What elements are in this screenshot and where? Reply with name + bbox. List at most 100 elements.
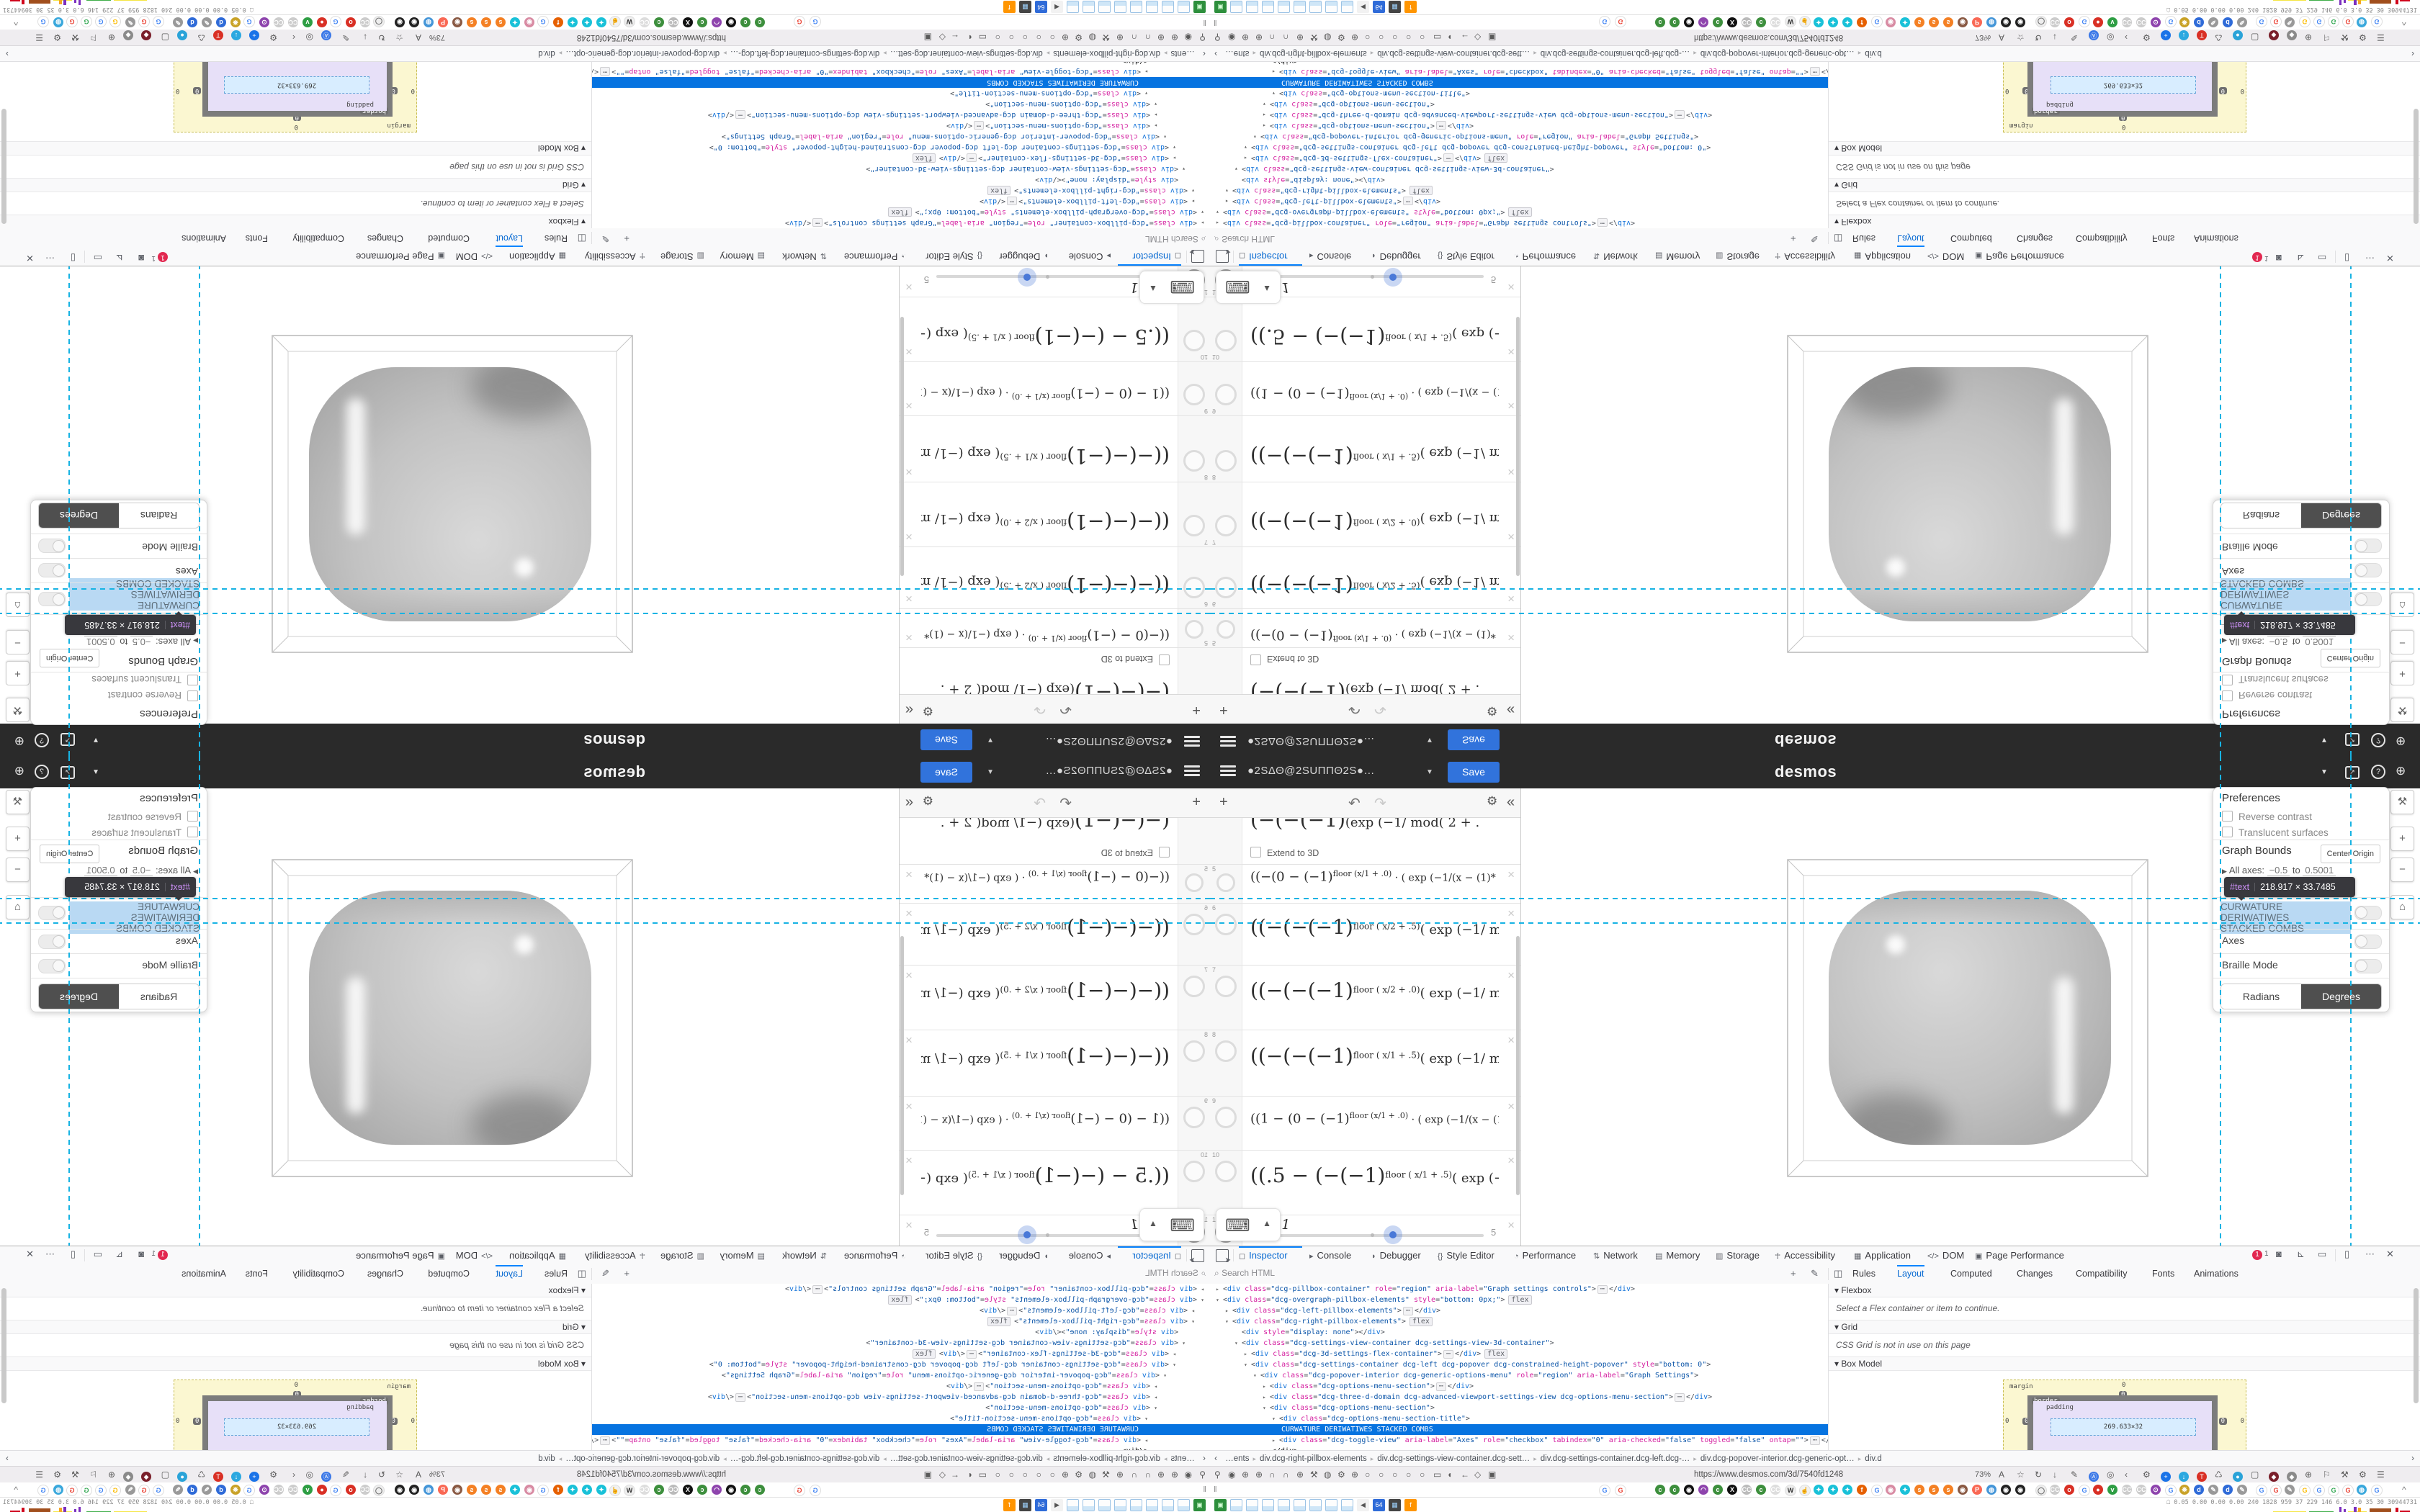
- breadcrumb-item[interactable]: div.dcg-popover-interior.dcg-generic-opt…: [1700, 1454, 1855, 1463]
- tab-favicon[interactable]: ●: [2093, 17, 2103, 27]
- tab-favicon[interactable]: ◉: [524, 17, 534, 27]
- devtools-tab-inspector[interactable]: ◻Inspector: [1118, 1246, 1181, 1264]
- counter-badge[interactable]: ◎: [305, 32, 313, 42]
- grid-section-header[interactable]: ▾ Grid: [1829, 1320, 2420, 1334]
- tab-favicon[interactable]: c: [755, 17, 765, 27]
- checkbox-icon[interactable]: [1159, 654, 1170, 665]
- breadcrumb-item[interactable]: div.dcg-popover-interior.dcg-generic-opt…: [565, 1454, 720, 1463]
- devtools-tab-page-performance[interactable]: ▣Page Performance: [1975, 251, 2064, 262]
- tab-favicon[interactable]: s: [1943, 1485, 1953, 1495]
- tab-favicon[interactable]: ◉: [1886, 17, 1896, 27]
- translucent-surfaces-option[interactable]: Translucent surfaces: [40, 827, 198, 838]
- expression-row[interactable]: 7 ((−(−(−1)floor ( x/2 + .0)( exp (−1/ m…: [900, 482, 1210, 547]
- graph-settings-wrench-button[interactable]: ⚒: [2390, 698, 2414, 722]
- tab-favicon[interactable]: d: [2194, 1485, 2204, 1495]
- markup-line[interactable]: ▾<div class="dcg-settings-view-container…: [866, 165, 1186, 173]
- tab-favicon[interactable]: CC: [1742, 1485, 1752, 1495]
- tcf-circle-icon[interactable]: T: [2197, 30, 2207, 45]
- globe4-extension-icon[interactable]: ⊕: [1061, 32, 1069, 42]
- firefox-app-icon[interactable]: f: [1003, 1499, 1016, 1511]
- tab-favicon[interactable]: c: [654, 1485, 664, 1495]
- sidebar-tab-layout[interactable]: Layout: [1897, 1265, 1924, 1283]
- close-icon[interactable]: ×: [905, 968, 913, 982]
- reader-icon[interactable]: Ⓐ: [321, 1467, 331, 1482]
- tab-favicon[interactable]: ◯: [2035, 1485, 2047, 1496]
- tab-favicon[interactable]: c: [697, 1485, 707, 1495]
- tab-favicon[interactable]: ✦: [582, 17, 592, 27]
- tab-favicon[interactable]: c: [1655, 17, 1665, 27]
- breadcrumb-item[interactable]: div.dcg-popover-interior.dcg-generic-opt…: [565, 49, 720, 58]
- gear-extension-icon[interactable]: ⚙: [1337, 1470, 1345, 1480]
- crumb-scroll-right[interactable]: ›: [2411, 1454, 2414, 1463]
- graph-settings-wrench-button[interactable]: ⚒: [2390, 790, 2414, 814]
- tab-favicon[interactable]: G: [537, 16, 549, 27]
- tab-favicon[interactable]: ✦: [1900, 1485, 1910, 1495]
- tab-favicon[interactable]: G: [794, 16, 805, 27]
- devtools-tab-page-performance[interactable]: ▣Page Performance: [1975, 1250, 2064, 1261]
- wrench-icon[interactable]: ⚒: [71, 32, 79, 42]
- tab-favicon[interactable]: G: [2079, 16, 2090, 27]
- close-icon[interactable]: ×: [1507, 868, 1515, 881]
- sidebar-tab-fonts[interactable]: Fonts: [2152, 1269, 2175, 1279]
- radians-button[interactable]: Radians: [2221, 984, 2301, 1009]
- checkbox-icon[interactable]: [1159, 847, 1170, 858]
- collapse-icon[interactable]: ‹: [2125, 1470, 2128, 1480]
- volume-icon[interactable]: ◀: [1357, 1, 1369, 13]
- expression-row[interactable]: 9 ((1 − (0 − (−1)floor (x/1 + .0) · ( ex…: [1210, 361, 1520, 416]
- shield-gray-icon[interactable]: ◆: [123, 1467, 133, 1482]
- content-box[interactable]: 269.633×32: [224, 1418, 369, 1436]
- sync-circle-icon[interactable]: ↓: [231, 1467, 241, 1482]
- folder-icon[interactable]: ▭: [978, 1470, 987, 1480]
- bookmark-star-icon[interactable]: ☆: [395, 1470, 403, 1480]
- flexbox-section-header[interactable]: ▾ Flexbox: [0, 215, 591, 228]
- grid-section-header[interactable]: ▾ Grid: [0, 178, 591, 192]
- redo-icon[interactable]: ↷: [1374, 796, 1386, 811]
- checkbox-icon[interactable]: [2222, 811, 2233, 822]
- close-icon[interactable]: ×: [1507, 906, 1515, 920]
- sidebar-tab-changes[interactable]: Changes: [2017, 1269, 2053, 1279]
- tab-dot-2[interactable]: ○: [1379, 1470, 1384, 1480]
- sidebar-tab-rules[interactable]: Rules: [1852, 233, 1876, 243]
- tab-favicon[interactable]: CC: [1770, 1485, 1780, 1495]
- back-icon[interactable]: ←: [951, 1470, 959, 1480]
- tab-favicon[interactable]: c: [697, 17, 707, 27]
- tab-favicon[interactable]: ✦: [510, 17, 520, 27]
- html-markup-view[interactable]: ▸<div class="dcg-pillbox-container" role…: [1210, 1284, 1828, 1450]
- counter-badge[interactable]: ◎: [305, 1470, 313, 1480]
- extend-3d-checkbox[interactable]: Extend to 3D: [1101, 847, 1170, 858]
- tab-favicon[interactable]: G: [2313, 16, 2325, 27]
- expand-caret-icon[interactable]: ▶: [2222, 637, 2227, 644]
- language-globe-icon[interactable]: ⊕: [14, 764, 24, 778]
- degrees-button[interactable]: Degrees: [39, 503, 119, 528]
- tab-favicon[interactable]: c: [740, 1485, 750, 1495]
- breadcrumb-item[interactable]: …ents: [1225, 49, 1250, 58]
- tab-favicon[interactable]: X: [683, 17, 693, 27]
- zoom-in-button[interactable]: +: [6, 827, 30, 851]
- three-pane-toggle-icon[interactable]: ◫: [577, 1268, 586, 1279]
- notepad-window-icon[interactable]: [1178, 1499, 1190, 1511]
- zoom-level[interactable]: 73%: [1975, 1470, 1991, 1479]
- braille-toggle[interactable]: [38, 539, 66, 553]
- tab-overflow-caret[interactable]: ^: [14, 17, 18, 27]
- save-button[interactable]: Save: [920, 729, 972, 750]
- tab-favicon[interactable]: ❋: [2179, 1485, 2190, 1495]
- notepad-window-icon[interactable]: [1098, 1, 1111, 13]
- devtools-tab-performance[interactable]: ◔Performance: [1514, 1250, 1577, 1261]
- lock-icon[interactable]: ▣: [923, 32, 932, 42]
- menu-icon[interactable]: [1220, 765, 1236, 778]
- tab-favicon[interactable]: d: [2223, 1485, 2233, 1495]
- breadcrumb-item[interactable]: div.dcg-settings-container.dcg-left.dcg-…: [1540, 1454, 1690, 1463]
- tab-favicon[interactable]: ⊙: [2151, 17, 2161, 27]
- slider-thumb[interactable]: [1018, 1225, 1036, 1244]
- shield-dark-icon[interactable]: ◆: [141, 1467, 151, 1482]
- tab-favicon[interactable]: d: [216, 17, 226, 27]
- graph-viewport[interactable]: ⚒ + − ⌂ Preferences Reverse contrast Tra…: [1521, 266, 2420, 725]
- close-icon[interactable]: ×: [1507, 1033, 1515, 1047]
- reverse-contrast-option[interactable]: Reverse contrast: [2222, 690, 2380, 701]
- rulers-icon[interactable]: ⊾: [115, 1248, 123, 1259]
- tab-favicon[interactable]: ⊙: [2151, 1485, 2161, 1495]
- gear-extension-icon[interactable]: ⚙: [1075, 1470, 1083, 1480]
- markup-line[interactable]: ▸<div class="dcg-left-pillbox-elements">…: [1225, 197, 1441, 205]
- container-tab-icon[interactable]: ◖: [1447, 1470, 1453, 1480]
- breadcrumb-item[interactable]: div.dcg-settings-container.dcg-left.dcg-…: [1540, 49, 1690, 58]
